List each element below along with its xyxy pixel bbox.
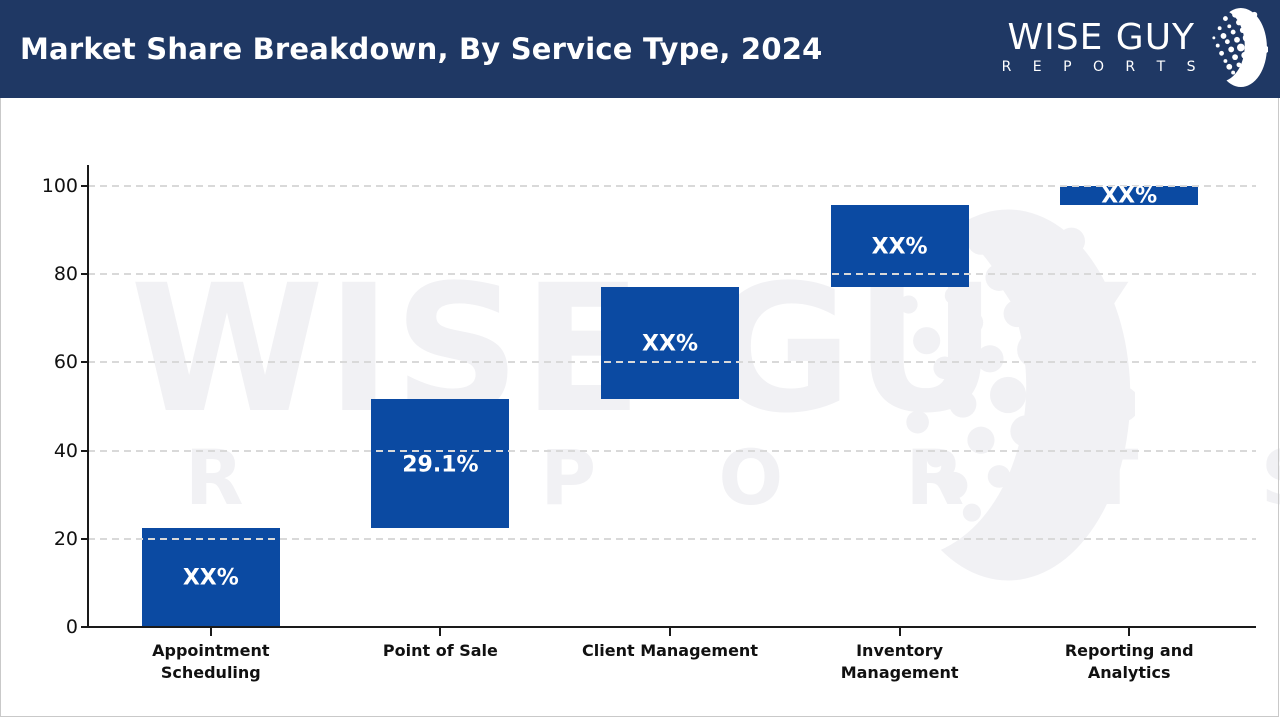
bar-value-label-appointment-scheduling: XX% xyxy=(182,565,239,591)
bar-value-label-inventory-management: XX% xyxy=(871,234,928,260)
y-tick-label-80: 80 xyxy=(53,263,78,286)
y-tick-40 xyxy=(81,449,88,452)
gridline-20 xyxy=(88,537,1256,540)
x-tick-client-management xyxy=(669,628,671,636)
bar-appointment-scheduling xyxy=(141,527,280,627)
x-axis-line xyxy=(87,626,1256,628)
y-tick-label-20: 20 xyxy=(53,527,78,550)
x-category-label-reporting-and-analytics: Reporting and Analytics xyxy=(1064,641,1194,682)
gridline-100 xyxy=(88,185,1256,187)
x-tick-appointment-scheduling xyxy=(209,628,212,636)
bar-value-label-client-management: XX% xyxy=(642,331,698,357)
brand-logo: WISE GUY R E P O R T S xyxy=(999,7,1268,88)
x-category-label-inventory-management: Inventory Management xyxy=(840,641,959,682)
bar-reporting-and-analytics xyxy=(1060,186,1199,205)
y-tick-20 xyxy=(81,537,88,540)
x-tick-inventory-management xyxy=(898,628,901,636)
y-tick-label-40: 40 xyxy=(53,439,78,462)
bar-value-label-point-of-sale: 29.1% xyxy=(402,452,479,478)
y-tick-60 xyxy=(81,361,88,364)
brand-name: WISE GUY xyxy=(1007,17,1196,58)
chart-title: Market Share Breakdown, By Service Type,… xyxy=(20,32,823,66)
header-bar: Market Share Breakdown, By Service Type,… xyxy=(0,0,1280,98)
gridline-60 xyxy=(88,361,1256,364)
gridline-40 xyxy=(88,449,1256,452)
bar-point-of-sale xyxy=(371,399,510,528)
y-tick-80 xyxy=(81,273,88,276)
bar-client-management xyxy=(601,286,739,400)
y-tick-label-0: 0 xyxy=(65,616,78,638)
y-tick-label-60: 60 xyxy=(53,351,78,374)
brand-subname: R E P O R T S xyxy=(1001,59,1204,75)
bar-value-label-reporting-and-analytics: XX% xyxy=(1101,183,1158,209)
x-category-label-client-management: Client Management xyxy=(582,641,758,660)
gridline-80 xyxy=(88,273,1256,276)
y-tick-100 xyxy=(81,185,88,187)
brand-logo-text: WISE GUY R E P O R T S xyxy=(999,17,1204,76)
x-tick-point-of-sale xyxy=(439,628,442,636)
y-tick-0 xyxy=(81,626,88,628)
y-tick-label-100: 100 xyxy=(41,175,78,197)
x-category-label-point-of-sale: Point of Sale xyxy=(382,641,498,660)
x-tick-reporting-and-analytics xyxy=(1128,628,1131,636)
x-category-label-appointment-scheduling: Appointment Scheduling xyxy=(152,641,270,682)
logo-face-icon xyxy=(1206,7,1268,88)
y-axis-line xyxy=(87,165,89,628)
